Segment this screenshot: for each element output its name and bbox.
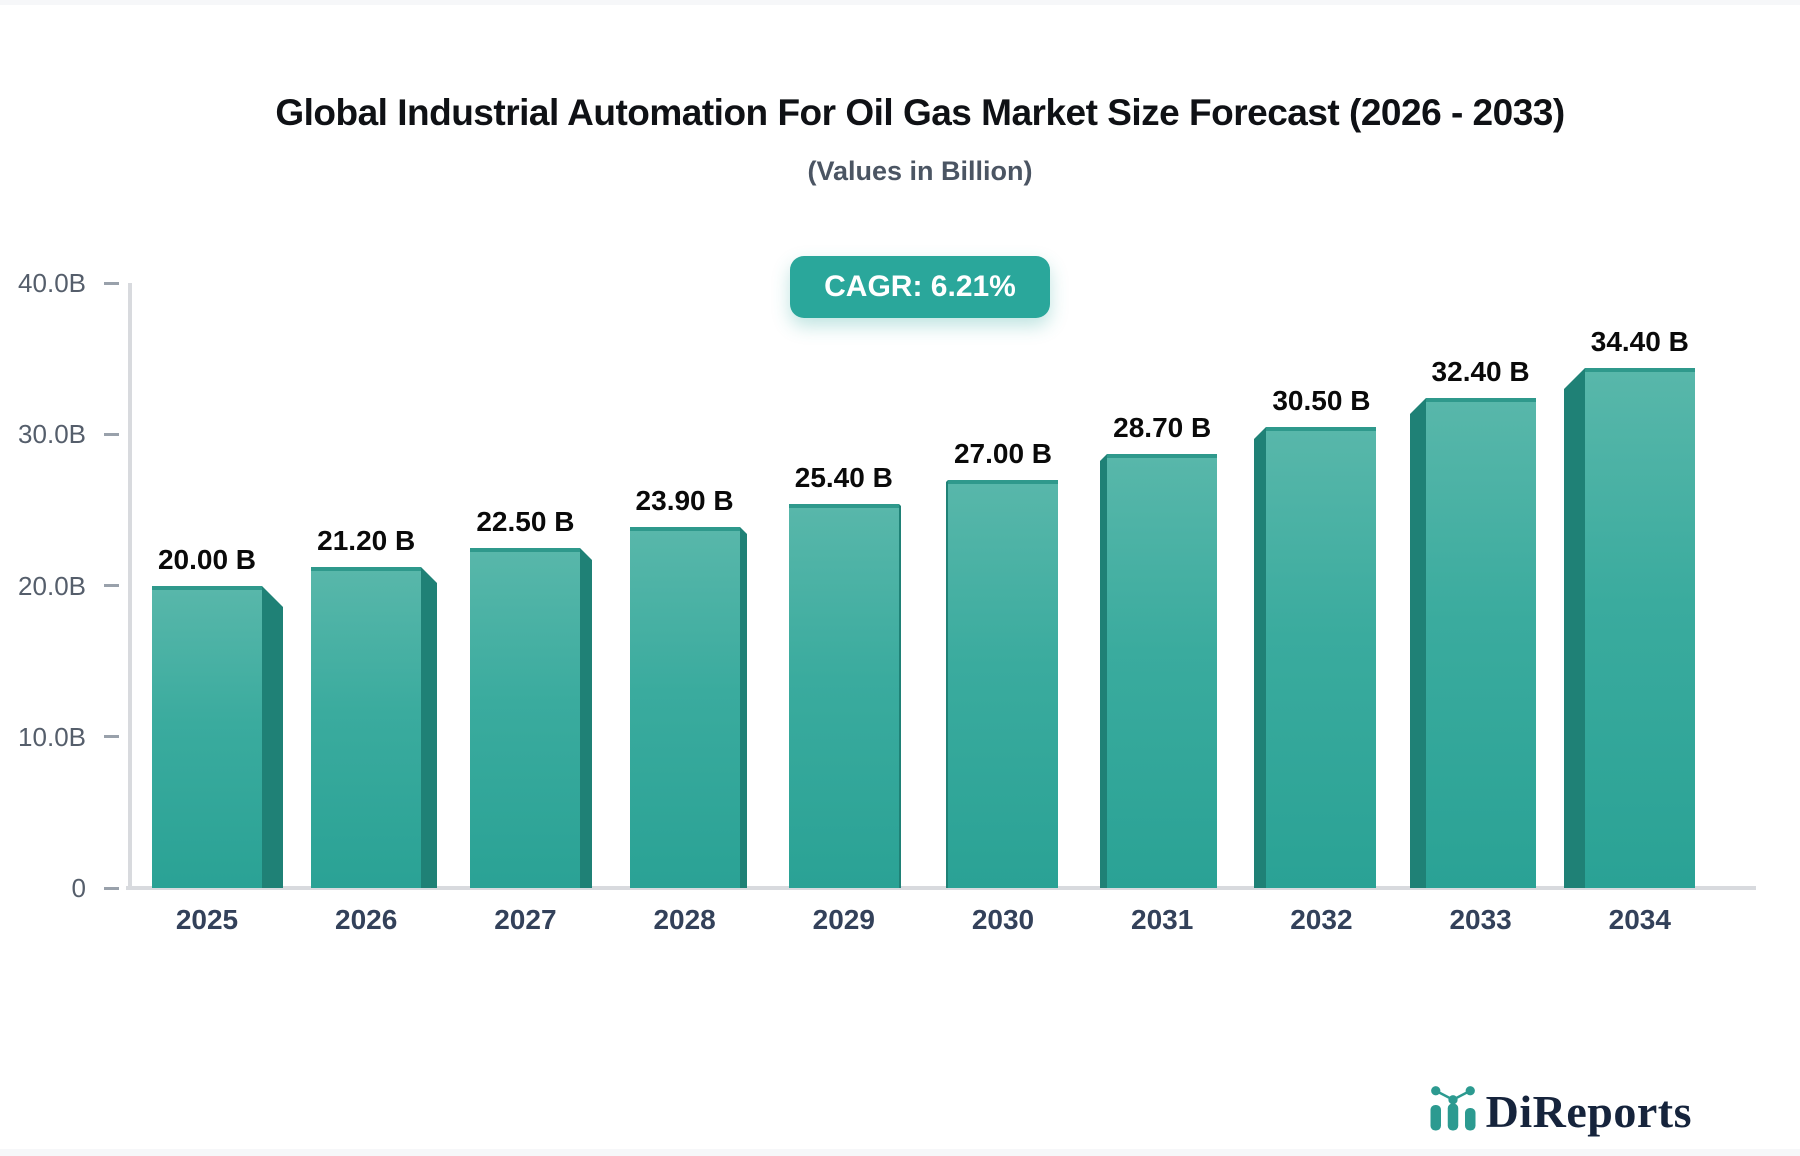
bar-value-label: 28.70 B (1113, 411, 1212, 443)
bar-front-face (470, 547, 581, 888)
bar-front-face (1266, 426, 1377, 888)
bar-value-label: 32.40 B (1431, 355, 1530, 387)
bar-side-face (1409, 397, 1426, 888)
x-axis-label: 2026 (335, 904, 398, 935)
top-edge-strip (0, 0, 1800, 5)
bar-front-face (1107, 453, 1218, 888)
bar (629, 526, 747, 888)
bar (470, 547, 593, 888)
bar (1254, 426, 1377, 888)
bar (152, 585, 283, 888)
bar (1409, 397, 1536, 888)
bar-value-label: 23.90 B (635, 484, 734, 516)
bar-side-face (421, 567, 438, 888)
y-axis-tick (104, 432, 119, 436)
bar-value-label: 21.20 B (317, 525, 416, 557)
x-axis-label: 2034 (1608, 904, 1671, 935)
y-axis-label: 20.0B (18, 570, 86, 601)
bar (311, 567, 438, 888)
bar-front-face (1584, 367, 1695, 888)
y-axis-label: 40.0B (18, 268, 86, 298)
bar-front-face (629, 526, 740, 888)
cagr-badge-wrap: CAGR: 6.21% (40, 256, 1800, 318)
x-axis-label: 2025 (175, 904, 239, 935)
bar-value-label: 20.00 B (157, 543, 257, 575)
bar-front-face (152, 585, 262, 888)
mini-bar-chart-with-dots-icon (1430, 1086, 1476, 1131)
brand-logo: DiReports (1426, 1084, 1692, 1138)
x-axis-label: 2027 (494, 904, 557, 935)
bar-side-face (262, 585, 283, 888)
bar-side-face (898, 503, 901, 888)
bar-side-face (739, 526, 747, 888)
bar (1563, 367, 1695, 888)
y-axis-tick (104, 886, 119, 890)
y-axis-tick (104, 584, 119, 587)
brand-name: DiReports (1485, 1085, 1692, 1137)
x-axis-label: 2033 (1449, 904, 1512, 935)
bar-side-face (1254, 426, 1267, 888)
bar-front-face (1425, 397, 1536, 888)
y-axis-tick (104, 735, 119, 739)
x-axis-label: 2028 (653, 904, 716, 935)
bar-value-label: 34.40 B (1590, 325, 1689, 357)
x-axis-label: 2031 (1131, 904, 1194, 935)
bar (788, 503, 901, 888)
bar-value-label: 22.50 B (476, 505, 575, 537)
y-axis-tick (104, 281, 119, 285)
x-axis-line (126, 886, 1756, 890)
cagr-badge: CAGR: 6.21% (790, 256, 1050, 318)
bottom-edge-strip (0, 1149, 1800, 1156)
x-axis-label: 2032 (1290, 904, 1353, 935)
bar-value-label: 27.00 B (953, 437, 1053, 469)
chart-title: Global Industrial Automation For Oil Gas… (275, 92, 1565, 133)
x-axis-label: 2030 (971, 904, 1035, 935)
chart-subtitle: (Values in Billion) (807, 156, 1033, 186)
bar-side-face (580, 547, 593, 888)
bar-front-face (311, 567, 422, 888)
y-axis-label: 10.0B (18, 721, 86, 752)
bar-front-face (788, 503, 899, 888)
x-axis-label: 2029 (812, 904, 875, 935)
bar-side-face (1100, 453, 1108, 888)
y-axis-label: 30.0B (18, 419, 86, 450)
bar (1100, 453, 1218, 888)
bar-value-label: 30.50 B (1272, 384, 1371, 416)
chart-header: Global Industrial Automation For Oil Gas… (40, 92, 1800, 187)
y-axis-label: 0 (71, 873, 86, 903)
bar (946, 479, 1058, 888)
bar-side-face (1563, 367, 1585, 888)
y-axis-line (128, 283, 132, 888)
bar-front-face (948, 479, 1058, 888)
bar-value-label: 25.40 B (794, 461, 893, 493)
